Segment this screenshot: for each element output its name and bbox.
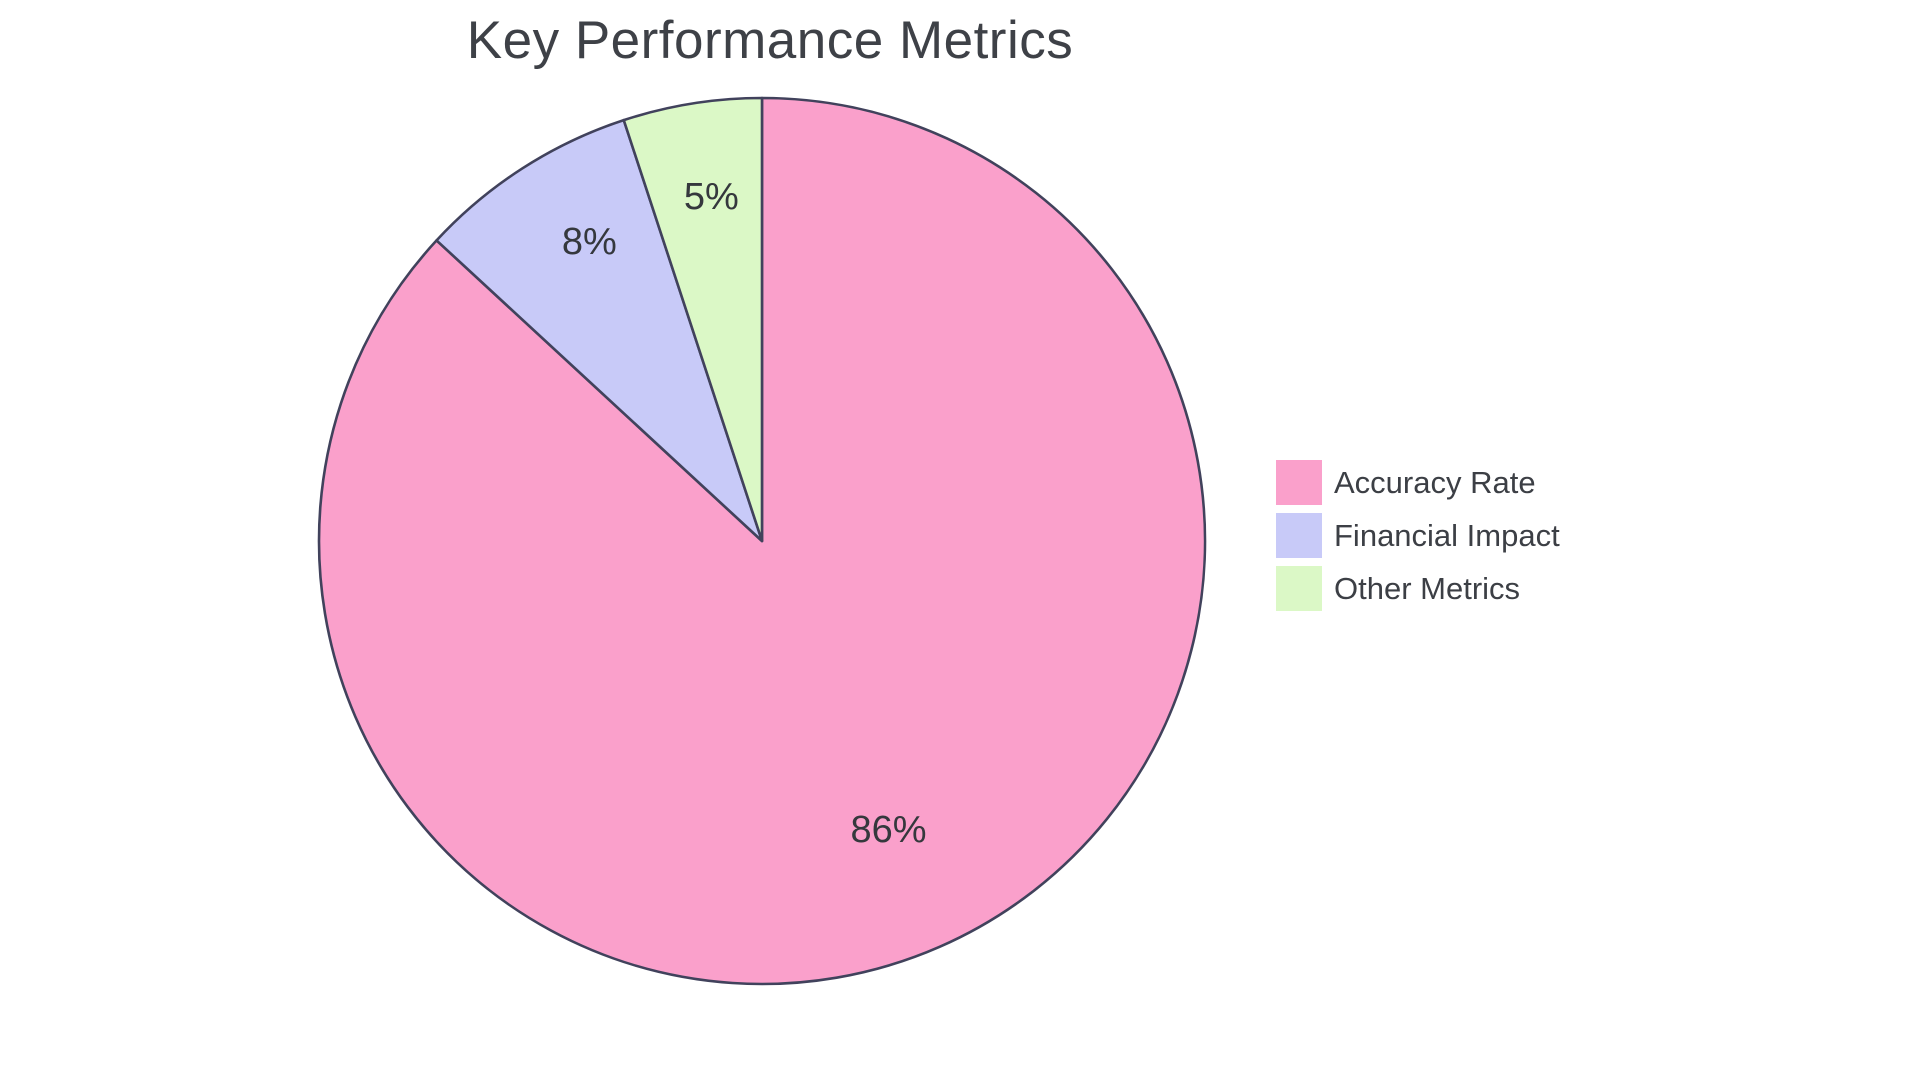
pie-slice-other-metrics[interactable] [622,96,764,543]
legend: Accuracy Rate Financial Impact Other Met… [1276,460,1560,611]
chart-title: Key Performance Metrics [466,11,1074,70]
legend-swatch-other-metrics [1276,566,1322,611]
legend-label: Financial Impact [1334,517,1560,553]
legend-item-other-metrics[interactable]: Other Metrics [1276,566,1560,611]
legend-swatch-accuracy-rate [1276,460,1322,505]
legend-item-accuracy-rate[interactable]: Accuracy Rate [1276,460,1560,505]
legend-label: Accuracy Rate [1334,464,1536,500]
slice-label-other-metrics: 5% [684,176,739,218]
pie-slice-accuracy-rate[interactable] [317,96,1207,986]
legend-swatch-financial-impact [1276,513,1322,558]
slice-label-financial-impact: 8% [562,221,617,263]
pie-slice-financial-impact[interactable] [435,118,764,543]
legend-label: Other Metrics [1334,570,1521,606]
slice-label-accuracy-rate: 86% [850,809,926,851]
legend-item-financial-impact[interactable]: Financial Impact [1276,513,1560,558]
